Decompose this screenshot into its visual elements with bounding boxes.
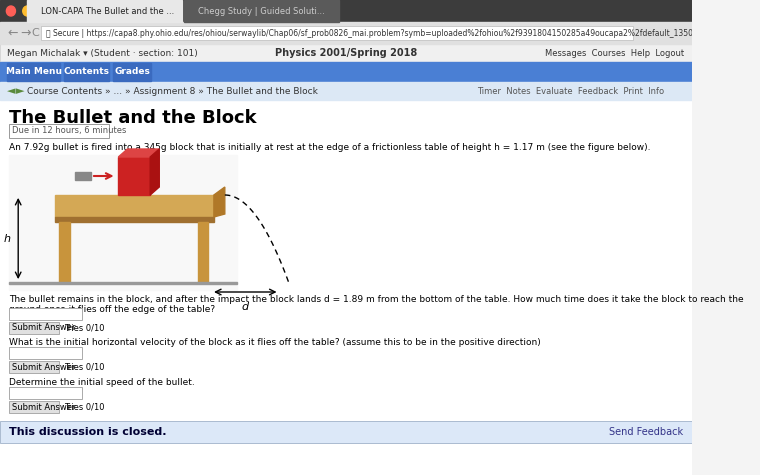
Bar — [0, 62, 692, 82]
Text: Megan Michalak ▾ (Student · section: 101): Megan Michalak ▾ (Student · section: 101… — [8, 48, 198, 57]
Text: ◄: ◄ — [8, 86, 16, 96]
Bar — [55, 195, 214, 217]
Text: ►: ► — [17, 86, 25, 96]
Polygon shape — [119, 149, 160, 157]
Bar — [0, 82, 692, 100]
Text: 🔒 Secure | https://capa8.phy.ohio.edu/res/ohiou/serwaylib/Chap06/sf_prob0826_mai: 🔒 Secure | https://capa8.phy.ohio.edu/re… — [46, 28, 746, 38]
Text: The Bullet and the Block: The Bullet and the Block — [9, 109, 257, 127]
Text: h: h — [4, 234, 11, 244]
Text: An 7.92g bullet is fired into a 345g block that is initially at rest at the edge: An 7.92g bullet is fired into a 345g blo… — [9, 142, 651, 152]
Text: d: d — [242, 302, 249, 312]
Circle shape — [6, 6, 15, 16]
Text: Due in 12 hours, 6 minutes: Due in 12 hours, 6 minutes — [12, 126, 126, 135]
Bar — [198, 222, 208, 282]
Text: Tries 0/10: Tries 0/10 — [64, 362, 104, 371]
Text: LON-CAPA The Bullet and the ...: LON-CAPA The Bullet and the ... — [41, 7, 174, 16]
Bar — [9, 401, 59, 413]
Text: Course Contents » ... » Assignment 8 » The Bullet and the Block: Course Contents » ... » Assignment 8 » T… — [27, 86, 318, 95]
Bar — [9, 387, 82, 399]
Bar — [9, 347, 82, 359]
Bar — [9, 282, 236, 284]
Circle shape — [23, 6, 32, 16]
Bar — [64, 63, 109, 81]
Bar — [74, 172, 91, 180]
Circle shape — [39, 6, 48, 16]
Bar — [119, 157, 150, 195]
Text: Chegg Study | Guided Soluti...: Chegg Study | Guided Soluti... — [198, 7, 325, 16]
Bar — [0, 100, 692, 475]
Bar — [9, 361, 59, 373]
Bar — [9, 322, 59, 334]
Bar — [0, 44, 692, 62]
Text: Physics 2001/Spring 2018: Physics 2001/Spring 2018 — [275, 48, 417, 58]
Polygon shape — [150, 149, 160, 195]
Bar — [184, 0, 339, 22]
Bar — [9, 124, 109, 138]
Text: Submit Answer: Submit Answer — [12, 402, 75, 411]
Text: Send Feedback: Send Feedback — [609, 427, 682, 437]
Bar — [113, 63, 151, 81]
Bar — [27, 0, 182, 22]
Bar — [9, 155, 236, 290]
Bar — [59, 222, 70, 282]
Text: Main Menu: Main Menu — [5, 67, 62, 76]
Text: ←: ← — [8, 27, 17, 39]
Bar — [8, 63, 60, 81]
Bar — [9, 308, 82, 320]
Text: The bullet remains in the block, and after the impact the block lands d = 1.89 m: The bullet remains in the block, and aft… — [9, 295, 744, 314]
Bar — [0, 22, 692, 44]
Text: Determine the initial speed of the bullet.: Determine the initial speed of the bulle… — [9, 378, 195, 387]
Text: Messages  Courses  Help  Logout: Messages Courses Help Logout — [546, 48, 685, 57]
Text: Grades: Grades — [114, 67, 150, 76]
Text: Tries 0/10: Tries 0/10 — [64, 402, 104, 411]
Text: Submit Answer: Submit Answer — [12, 323, 75, 332]
Text: Tries 0/10: Tries 0/10 — [64, 323, 104, 332]
Text: →: → — [20, 27, 30, 39]
Bar — [41, 26, 632, 40]
Text: Timer  Notes  Evaluate  Feedback  Print  Info: Timer Notes Evaluate Feedback Print Info — [477, 86, 664, 95]
Text: Contents: Contents — [64, 67, 109, 76]
Bar — [0, 0, 692, 22]
Text: This discussion is closed.: This discussion is closed. — [9, 427, 166, 437]
Bar — [0, 421, 692, 443]
Bar — [55, 217, 214, 222]
Text: Submit Answer: Submit Answer — [12, 362, 75, 371]
Text: What is the initial horizontal velocity of the block as it flies off the table? : What is the initial horizontal velocity … — [9, 338, 541, 347]
Text: C: C — [31, 28, 39, 38]
Polygon shape — [214, 187, 225, 217]
